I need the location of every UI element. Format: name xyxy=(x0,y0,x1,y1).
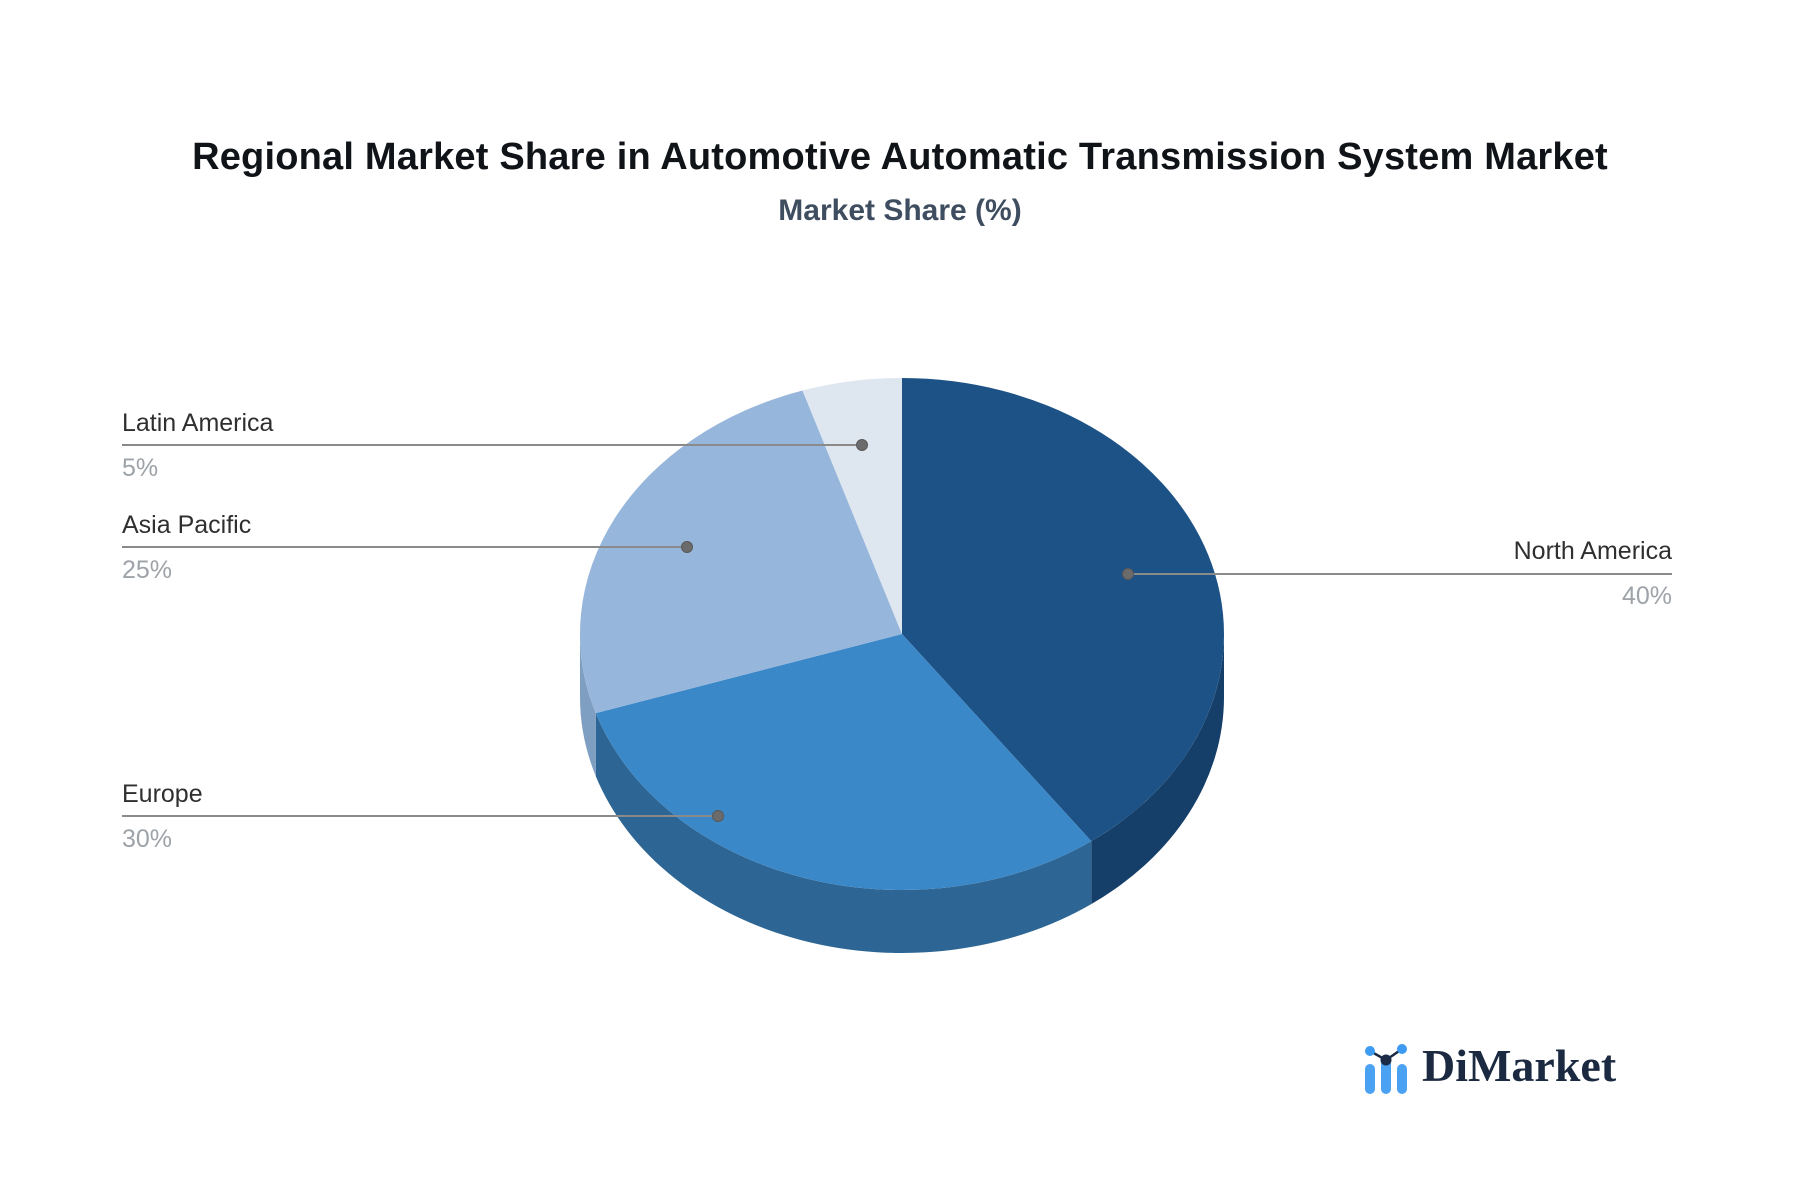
callout-europe: Europe 30% xyxy=(122,779,203,854)
callout-north-america: North America 40% xyxy=(1514,536,1672,611)
slice-label: Latin America xyxy=(122,409,274,437)
slice-value: 25% xyxy=(122,556,173,584)
pie-slice-side xyxy=(580,634,596,777)
slice-label: North America xyxy=(1513,537,1672,565)
bar-line-chart-icon xyxy=(1365,1044,1407,1094)
slice-value: 40% xyxy=(1621,582,1672,610)
leader-dot xyxy=(681,541,693,553)
slice-value: 30% xyxy=(122,825,173,853)
slice-label: Asia Pacific xyxy=(122,511,252,539)
pie-slice-north-america[interactable] xyxy=(902,378,1224,842)
chart-title: Regional Market Share in Automotive Auto… xyxy=(192,136,1608,178)
leader-dot xyxy=(712,810,724,822)
logo-text: DiMarket xyxy=(1422,1040,1617,1091)
leader-dot xyxy=(856,439,868,451)
pie-slice-europe[interactable] xyxy=(595,634,1092,890)
slice-value: 5% xyxy=(122,454,159,482)
pie-slice-side xyxy=(1091,634,1224,905)
leader-dot xyxy=(1122,568,1134,580)
chart-subtitle: Market Share (%) xyxy=(778,194,1022,227)
callout-latin-america: Latin America 5% xyxy=(122,408,273,483)
dimarket-logo: DiMarket xyxy=(1364,1040,1616,1100)
pie-slice-side xyxy=(595,713,1092,953)
pie-slice-asia-pacific[interactable] xyxy=(580,390,902,714)
callout-asia-pacific: Asia Pacific 25% xyxy=(122,510,251,585)
slice-label: Europe xyxy=(122,780,203,808)
pie-slice-latin-america[interactable] xyxy=(802,378,902,634)
